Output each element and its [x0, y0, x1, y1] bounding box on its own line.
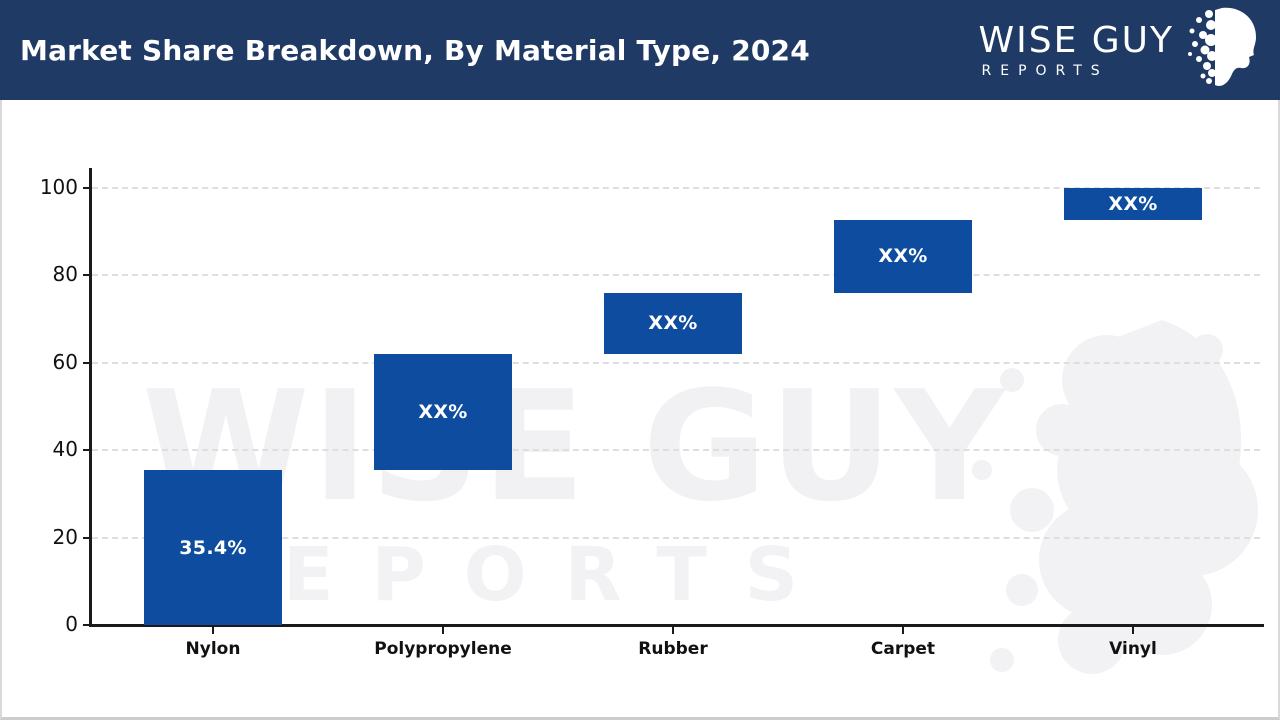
- gridline-60: [92, 361, 1260, 364]
- x-tick-3: [902, 627, 904, 634]
- x-axis-line: [89, 624, 1264, 627]
- y-tick-label-0: 0: [65, 612, 78, 636]
- x-tick-0: [212, 627, 214, 634]
- bar-value-label: XX%: [878, 245, 928, 268]
- bar-value-label: XX%: [1108, 192, 1158, 215]
- bar-rubber: XX%: [604, 292, 742, 354]
- y-tick-label-20: 20: [52, 524, 78, 549]
- y-tick-40: [83, 449, 92, 451]
- watermark-wordmark: WISE GUY: [142, 358, 1007, 535]
- gridline-100: [92, 186, 1260, 189]
- bar-polypropylene: XX%: [374, 353, 512, 471]
- x-category-label: Nylon: [185, 639, 241, 659]
- wise-guy-logo: WISE GUY REPORTS: [979, 4, 1263, 96]
- gridline-20: [92, 536, 1260, 539]
- chart-title: Market Share Breakdown, By Material Type…: [20, 33, 810, 67]
- bar-nylon: 35.4%: [144, 470, 282, 625]
- y-tick-100: [83, 186, 92, 189]
- header-bar: Market Share Breakdown, By Material Type…: [0, 0, 1280, 100]
- x-category-label: Vinyl: [1109, 639, 1157, 659]
- y-axis-line: [89, 168, 92, 627]
- wise-guy-head-icon: [1178, 4, 1262, 96]
- gridline-40: [92, 449, 1260, 451]
- logo-subtitle: REPORTS: [981, 62, 1109, 79]
- x-category-label: Rubber: [638, 639, 708, 659]
- y-tick-20: [83, 536, 92, 539]
- y-tick-label-80: 80: [52, 262, 78, 286]
- x-tick-4: [1132, 627, 1134, 634]
- y-tick-60: [83, 361, 92, 364]
- x-category-label: Polypropylene: [374, 639, 512, 659]
- x-tick-1: [442, 627, 444, 634]
- y-tick-80: [83, 274, 92, 276]
- y-tick-label-60: 60: [52, 349, 78, 374]
- x-category-label: Carpet: [870, 639, 936, 659]
- bar-carpet: XX%: [834, 220, 972, 293]
- gridline-80: [92, 274, 1260, 276]
- bar-value-label: XX%: [418, 400, 468, 423]
- bar-value-label: 35.4%: [179, 536, 247, 559]
- logo-wordmark: WISE GUY: [978, 19, 1174, 61]
- y-tick-label-40: 40: [52, 437, 78, 461]
- bar-value-label: XX%: [648, 312, 698, 335]
- bar-vinyl: XX%: [1064, 187, 1202, 221]
- chart-area: WISE GUY REPORTS 0 20 40 60 80 100 35.4% Nylon X…: [0, 100, 1280, 720]
- logo-text: WISE GUY REPORTS: [978, 19, 1175, 79]
- y-tick-label-100: 100: [39, 174, 78, 199]
- watermark-subtitle: REPORTS: [188, 532, 837, 618]
- x-tick-2: [672, 627, 674, 634]
- y-tick-0: [83, 624, 92, 626]
